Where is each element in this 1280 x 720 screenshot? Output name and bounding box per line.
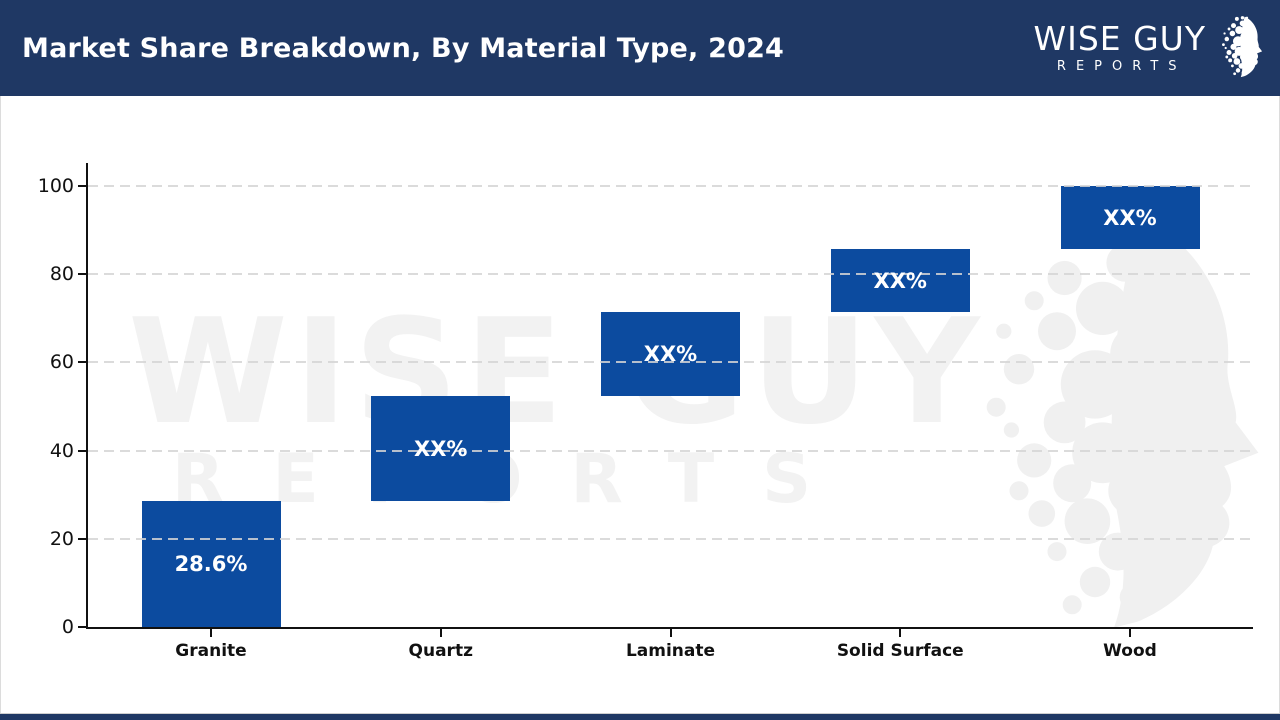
bar-value-label: XX% (1103, 205, 1157, 230)
y-axis-line (86, 163, 88, 629)
page-left-border (0, 96, 1, 714)
bar-wood (1060, 186, 1200, 250)
logo-wordmark: WISE GUY REPORTS (1033, 19, 1206, 75)
bar-quartz (371, 396, 511, 501)
grid-line (88, 273, 1253, 276)
grid-line (88, 537, 1253, 540)
x-axis-category-label: Wood (1103, 641, 1157, 661)
watermark-wiseguy: WISE GUY (128, 288, 986, 457)
bar-granite (141, 500, 281, 627)
page-title: Market Share Breakdown, By Material Type… (22, 32, 785, 64)
x-tick-mark (439, 629, 442, 637)
logo-name-text: WISE GUY (1033, 19, 1206, 58)
grid-line (88, 361, 1253, 364)
header: Market Share Breakdown, By Material Type… (0, 0, 1280, 96)
y-tick-mark (78, 185, 86, 187)
wiseguy-logo: WISE GUY REPORTS (1033, 9, 1280, 87)
x-axis-line (86, 627, 1253, 629)
bar-value-label: XX% (643, 342, 698, 367)
y-tick-mark (78, 449, 86, 452)
x-tick-mark (210, 629, 212, 637)
y-tick-mark (78, 537, 86, 540)
y-tick-mark (78, 361, 86, 364)
bar-value-label: 28.6% (174, 551, 248, 576)
grid-line (88, 185, 1253, 187)
waterfall-chart: 0 20 40 60 80 100 28.6% Granite XX% Quartz XX% Lami… (0, 96, 1280, 714)
x-tick-mark (899, 629, 902, 637)
footer-bar (0, 714, 1280, 720)
logo-subtitle-text: REPORTS (1056, 59, 1187, 74)
y-tick-mark (78, 273, 86, 276)
grid-line (88, 449, 1253, 452)
y-axis-tick-label: 100 (37, 175, 74, 197)
x-tick-mark (669, 629, 672, 637)
y-tick-mark (78, 626, 86, 628)
x-axis-category-label: Granite (175, 641, 247, 661)
page-bottom-border (0, 713, 1280, 714)
y-axis-tick-label: 0 (61, 616, 74, 638)
bar-value-label: XX% (873, 268, 927, 293)
x-axis-category-label: Solid Surface (836, 641, 964, 661)
y-axis-tick-label: 60 (49, 351, 74, 374)
wiseguy-head-icon (1222, 16, 1263, 78)
bar-solid-surface (830, 249, 970, 313)
y-axis-tick-label: 20 (49, 527, 74, 550)
x-tick-mark (1129, 629, 1131, 637)
x-axis-category-label: Quartz (408, 641, 473, 661)
y-axis-tick-label: 40 (49, 439, 74, 462)
x-axis-category-label: Laminate (625, 641, 716, 661)
y-axis-tick-label: 80 (49, 263, 74, 286)
bar-laminate (601, 312, 740, 397)
bar-value-label: XX% (414, 436, 468, 461)
